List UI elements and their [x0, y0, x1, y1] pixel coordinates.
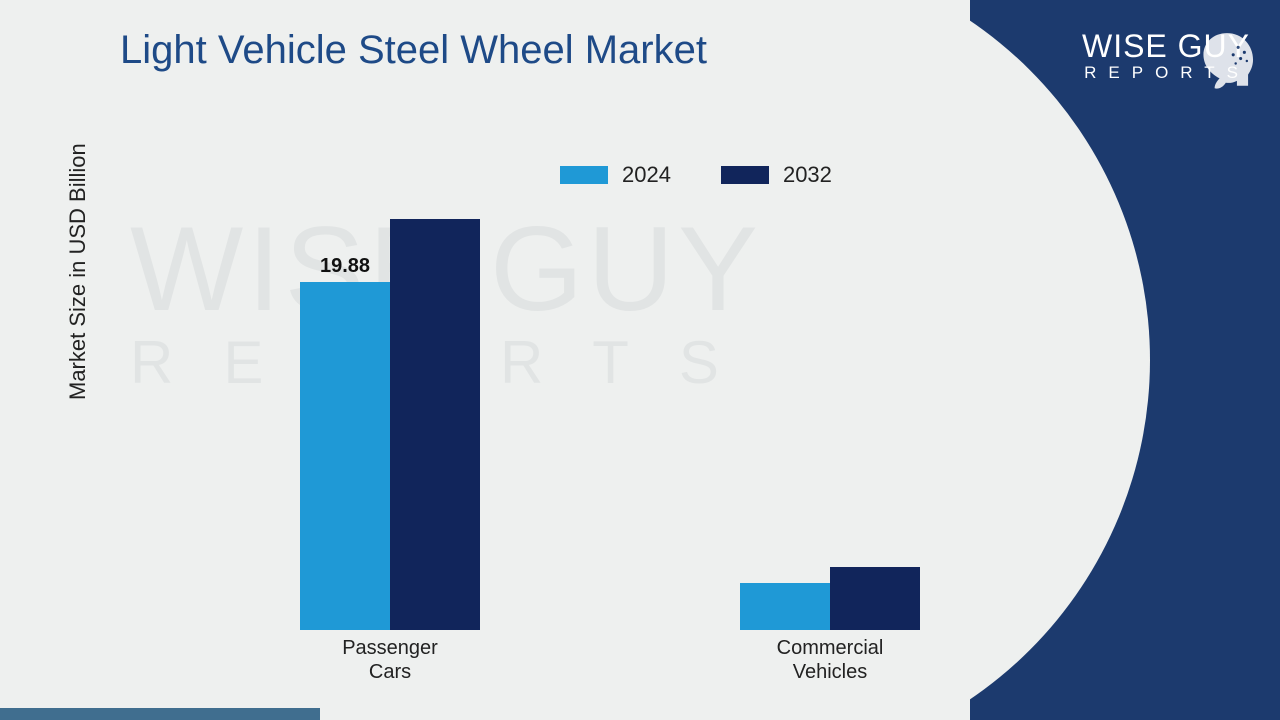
bar-2032: [830, 567, 920, 630]
legend-label-2032: 2032: [783, 162, 832, 188]
legend-swatch-2024: [560, 166, 608, 184]
legend-label-2024: 2024: [622, 162, 671, 188]
category-label: Passenger Cars: [342, 636, 438, 684]
legend: 2024 2032: [560, 162, 832, 188]
head-icon: [1196, 30, 1258, 92]
plot-area: 19.88Passenger Cars Commercial Vehicles: [140, 210, 990, 630]
brand-logo: WISE GUY REPORTS: [1082, 28, 1250, 83]
bar-value-label: 19.88: [320, 255, 370, 278]
bottom-strip: [0, 708, 320, 720]
category-group: Commercial Vehicles: [700, 210, 960, 630]
chart-canvas: WISE GUY REPORTS WISE GUY REPORTS Light …: [0, 0, 1280, 720]
legend-swatch-2032: [721, 166, 769, 184]
bar-2024: [740, 583, 830, 630]
bar-2024: 19.88: [300, 282, 390, 630]
bar-2032: [390, 219, 480, 630]
category-label: Commercial Vehicles: [777, 636, 884, 684]
chart-title: Light Vehicle Steel Wheel Market: [120, 28, 707, 73]
y-axis-label: Market Size in USD Billion: [65, 143, 91, 400]
legend-item-2024: 2024: [560, 162, 671, 188]
category-group: 19.88Passenger Cars: [260, 210, 520, 630]
legend-item-2032: 2032: [721, 162, 832, 188]
